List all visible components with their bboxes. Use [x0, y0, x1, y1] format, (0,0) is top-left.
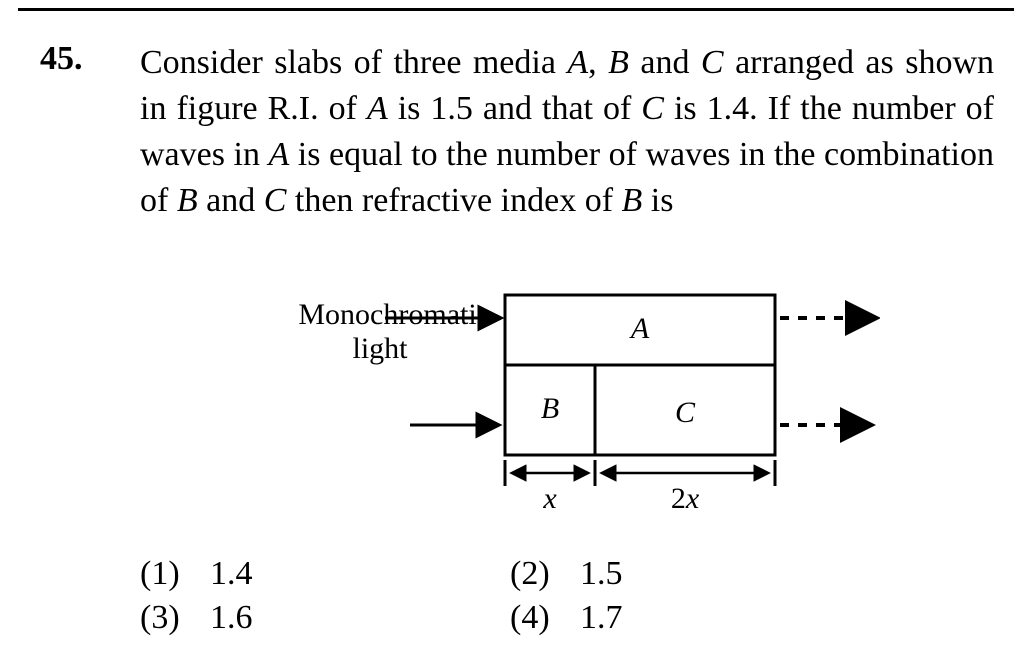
top-rule: [18, 8, 1014, 11]
options: (1) 1.4 (2) 1.5 (3) 1.6 (4) 1.7: [140, 555, 880, 643]
option-4-num: (4): [510, 599, 580, 637]
option-3: (3) 1.6: [140, 599, 510, 637]
option-4: (4) 1.7: [510, 599, 880, 637]
figure: Monochromatic light A: [140, 290, 880, 520]
options-row-2: (3) 1.6 (4) 1.7: [140, 599, 880, 637]
option-1: (1) 1.4: [140, 555, 510, 593]
dim-x-label: x: [542, 482, 557, 515]
options-row-1: (1) 1.4 (2) 1.5: [140, 555, 880, 593]
dim-2x-label: 2x: [671, 482, 700, 515]
diagram-svg: A B C x 2x: [140, 290, 880, 520]
question-stem: Consider slabs of three media A, B and C…: [140, 40, 994, 224]
slab-c-label: C: [675, 396, 696, 429]
option-3-num: (3): [140, 599, 210, 637]
option-1-num: (1): [140, 555, 210, 593]
page: 45. Consider slabs of three media A, B a…: [0, 0, 1024, 664]
option-4-val: 1.7: [580, 599, 623, 637]
option-3-val: 1.6: [210, 599, 253, 637]
option-2-num: (2): [510, 555, 580, 593]
option-2-val: 1.5: [580, 555, 623, 593]
option-2: (2) 1.5: [510, 555, 880, 593]
slab-a-label: A: [629, 312, 650, 345]
option-1-val: 1.4: [210, 555, 253, 593]
question-number: 45.: [40, 40, 83, 78]
slab-b-label: B: [541, 392, 559, 425]
